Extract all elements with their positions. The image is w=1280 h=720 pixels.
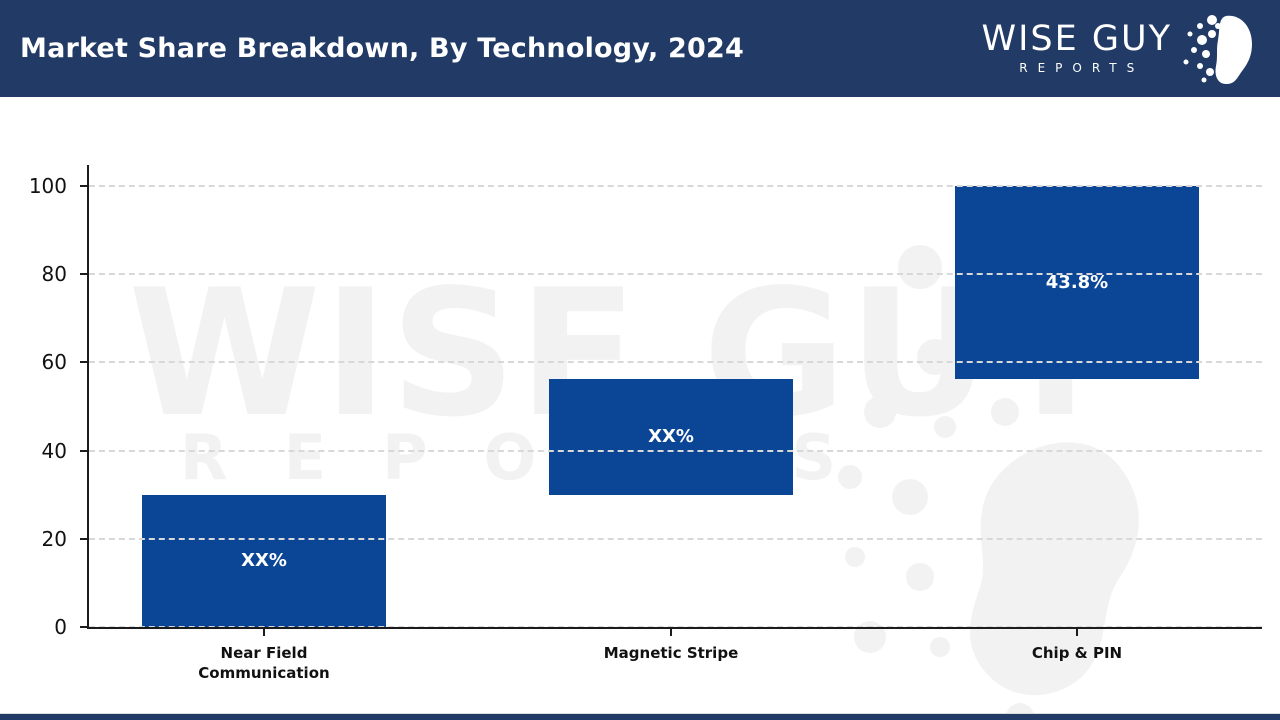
y-tick-label-0: 0 bbox=[54, 615, 67, 639]
y-tick-mark-100 bbox=[80, 185, 87, 188]
bar-value-label: 43.8% bbox=[1045, 272, 1109, 294]
x-tick-mark bbox=[1076, 629, 1078, 636]
y-tick-label-80: 80 bbox=[41, 262, 67, 287]
x-tick-mark bbox=[263, 629, 265, 636]
y-tick-mark-80 bbox=[80, 273, 87, 276]
plot-area: 0 20 40 60 80 100 XX% Near Field Communication X… bbox=[29, 165, 1262, 682]
gridline-y-40 bbox=[89, 449, 1262, 452]
logo-subtitle: REPORTS bbox=[1019, 61, 1145, 75]
y-tick-mark-0 bbox=[80, 626, 87, 628]
x-axis-line bbox=[87, 627, 1262, 629]
bar-value-label: XX% bbox=[241, 550, 287, 572]
x-category-label: Near Field Communication bbox=[198, 644, 330, 683]
y-tick-mark-40 bbox=[80, 449, 87, 452]
gridline-y-100 bbox=[89, 185, 1262, 188]
logo-face-icon bbox=[1183, 14, 1252, 84]
wise-guy-logo: WISE GUY REPORTS bbox=[981, 10, 1280, 88]
gridline-y-80 bbox=[89, 273, 1262, 276]
gridline-y-60 bbox=[89, 361, 1262, 364]
header-bar: Market Share Breakdown, By Technology, 2… bbox=[0, 0, 1280, 97]
x-tick-mark bbox=[670, 629, 672, 636]
y-tick-mark-60 bbox=[80, 361, 87, 364]
y-tick-label-40: 40 bbox=[41, 438, 67, 463]
y-tick-label-100: 100 bbox=[28, 174, 67, 199]
bar-segment: 43.8% bbox=[955, 186, 1199, 380]
x-category-label: Chip & PIN bbox=[1031, 644, 1123, 662]
bar-segment: XX% bbox=[549, 379, 793, 495]
y-tick-label-20: 20 bbox=[41, 526, 67, 551]
gridline-y-20 bbox=[89, 537, 1262, 540]
y-tick-label-60: 60 bbox=[41, 350, 67, 375]
y-axis-line bbox=[87, 165, 89, 629]
page-title: Market Share Breakdown, By Technology, 2… bbox=[20, 33, 745, 64]
x-category-label: Magnetic Stripe bbox=[603, 644, 739, 662]
logo-wordmark: WISE GUY bbox=[981, 19, 1172, 59]
y-tick-mark-20 bbox=[80, 537, 87, 540]
logo-text: WISE GUY REPORTS bbox=[981, 19, 1172, 76]
bar-segment: XX% bbox=[142, 494, 386, 627]
footer-bar bbox=[0, 713, 1280, 720]
bar-value-label: XX% bbox=[648, 426, 694, 448]
